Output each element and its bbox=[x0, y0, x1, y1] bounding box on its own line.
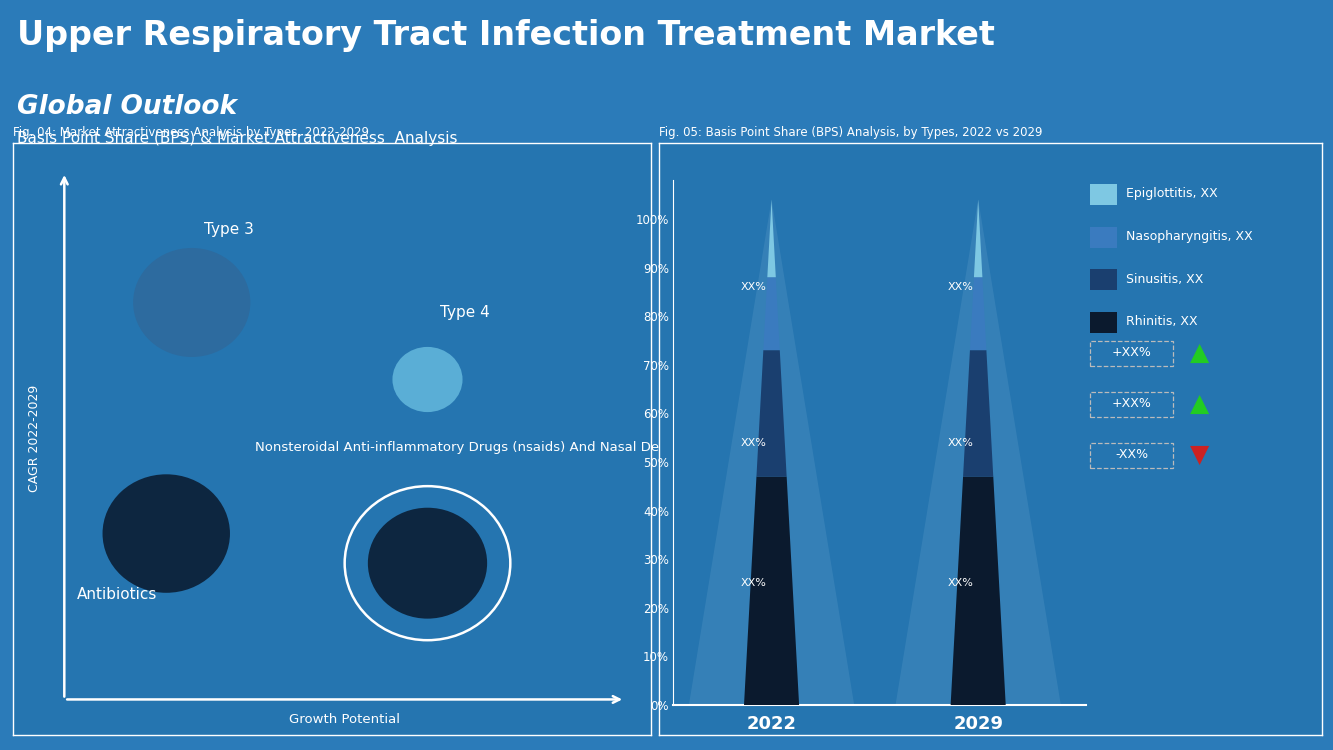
Text: Growth Potential: Growth Potential bbox=[289, 713, 400, 726]
Text: Rhinitis, XX: Rhinitis, XX bbox=[1126, 315, 1198, 328]
Text: -XX%: -XX% bbox=[1116, 448, 1148, 461]
Text: ▼: ▼ bbox=[1190, 442, 1209, 466]
Text: Nasopharyngitis, XX: Nasopharyngitis, XX bbox=[1126, 230, 1253, 243]
Text: RESEARCH: RESEARCH bbox=[1265, 55, 1322, 65]
Circle shape bbox=[368, 508, 487, 619]
Polygon shape bbox=[950, 476, 1005, 705]
Text: Sinusitis, XX: Sinusitis, XX bbox=[1126, 272, 1204, 286]
Text: Antibiotics: Antibiotics bbox=[77, 586, 157, 602]
Polygon shape bbox=[974, 200, 982, 278]
Text: Fig. 05: Basis Point Share (BPS) Analysis, by Types, 2022 vs 2029: Fig. 05: Basis Point Share (BPS) Analysi… bbox=[659, 125, 1042, 139]
Text: Type 3: Type 3 bbox=[204, 222, 255, 237]
Polygon shape bbox=[744, 476, 798, 705]
Text: ▲: ▲ bbox=[1190, 340, 1209, 364]
Polygon shape bbox=[970, 278, 986, 350]
Circle shape bbox=[392, 347, 463, 412]
Polygon shape bbox=[689, 200, 854, 705]
Polygon shape bbox=[1142, 33, 1249, 85]
Polygon shape bbox=[756, 350, 786, 476]
Text: Epiglottitis, XX: Epiglottitis, XX bbox=[1126, 187, 1218, 200]
Circle shape bbox=[103, 474, 231, 592]
Polygon shape bbox=[962, 350, 993, 476]
Polygon shape bbox=[764, 278, 780, 350]
Text: XX%: XX% bbox=[741, 282, 766, 292]
Text: Fig. 04: Market Attractiveness Analysis by Types, 2022-2029: Fig. 04: Market Attractiveness Analysis … bbox=[13, 125, 369, 139]
Text: INTELLECT: INTELLECT bbox=[1265, 76, 1322, 86]
Text: +XX%: +XX% bbox=[1112, 346, 1152, 359]
Text: MARKET: MARKET bbox=[1265, 34, 1310, 44]
Text: XX%: XX% bbox=[741, 578, 766, 589]
Text: Basis Point Share (BPS) & Market Attractiveness  Analysis: Basis Point Share (BPS) & Market Attract… bbox=[17, 131, 457, 146]
Text: XX%: XX% bbox=[948, 437, 973, 448]
Text: XX%: XX% bbox=[741, 437, 766, 448]
Text: XX%: XX% bbox=[948, 282, 973, 292]
Text: Nonsteroidal Anti-inflammatory Drugs (nsaids) And Nasal Decongestants: Nonsteroidal Anti-inflammatory Drugs (ns… bbox=[256, 440, 741, 454]
Text: Upper Respiratory Tract Infection Treatment Market: Upper Respiratory Tract Infection Treatm… bbox=[17, 19, 996, 52]
Polygon shape bbox=[896, 200, 1061, 705]
Text: Global Outlook: Global Outlook bbox=[17, 94, 237, 120]
Circle shape bbox=[133, 248, 251, 357]
Text: XX%: XX% bbox=[948, 578, 973, 589]
Polygon shape bbox=[768, 200, 776, 278]
Text: ▲: ▲ bbox=[1190, 392, 1209, 416]
Text: Type 4: Type 4 bbox=[440, 305, 491, 320]
Text: CAGR 2022-2029: CAGR 2022-2029 bbox=[28, 386, 41, 493]
Text: +XX%: +XX% bbox=[1112, 397, 1152, 410]
